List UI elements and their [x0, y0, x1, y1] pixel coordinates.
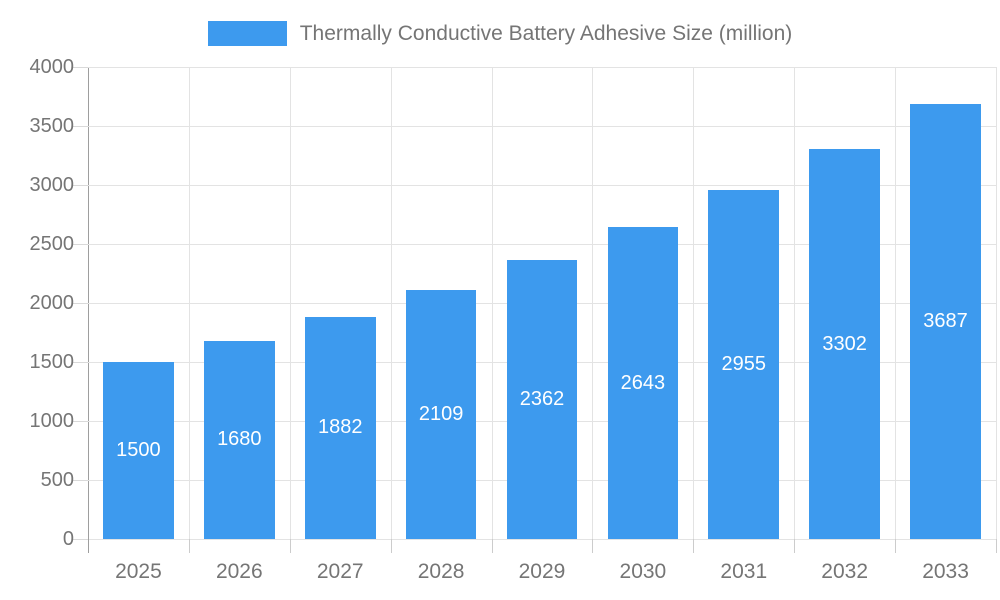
- y-axis-tick: [73, 421, 88, 422]
- y-axis-tick: [73, 480, 88, 481]
- bar-2030[interactable]: 2643: [607, 227, 679, 539]
- legend-label: Thermally Conductive Battery Adhesive Si…: [299, 21, 793, 45]
- y-tick-label: 3000: [29, 174, 75, 196]
- bar-2029[interactable]: 2362: [506, 260, 578, 539]
- y-tick-label: 2500: [29, 233, 75, 255]
- x-axis-tick: [895, 539, 897, 553]
- bar-value-label: 2109: [418, 403, 464, 426]
- y-axis-tick: [73, 303, 88, 304]
- v-gridline: [794, 67, 796, 539]
- y-axis-tick: [73, 67, 88, 68]
- bar-value-label: 1680: [217, 428, 262, 451]
- bar-value-label: 3687: [923, 309, 968, 332]
- x-axis-tick: [592, 539, 594, 553]
- plot-area: 1500 1680 1882 2109 2362 2643 2955 3302 3687: [73, 67, 997, 553]
- y-tick-label: 3500: [29, 115, 75, 137]
- h-gridline: [88, 244, 996, 245]
- x-tick-label: 2025: [115, 560, 162, 583]
- y-axis-tick: [73, 126, 88, 127]
- bar-2032[interactable]: 3302: [809, 149, 880, 539]
- y-axis-tick: [73, 362, 88, 363]
- y-tick-label: 4000: [29, 56, 75, 78]
- v-gridline: [592, 67, 594, 539]
- x-axis-tick: [390, 539, 392, 553]
- v-gridline: [996, 67, 997, 539]
- bar-2026[interactable]: 1680: [204, 340, 275, 539]
- v-gridline: [188, 67, 190, 539]
- x-axis-tick: [491, 539, 493, 553]
- x-axis-tick: [794, 539, 796, 553]
- y-axis-tick: [73, 539, 88, 540]
- bar-2027[interactable]: 1882: [304, 316, 376, 539]
- h-gridline: [88, 185, 996, 186]
- legend[interactable]: Thermally Conductive Battery Adhesive Si…: [0, 21, 1000, 46]
- bar-value-label: 2362: [519, 388, 565, 411]
- x-tick-label: 2032: [821, 560, 869, 583]
- bar-value-label: 1500: [116, 439, 161, 461]
- x-tick-label: 2028: [417, 560, 465, 583]
- x-axis-tick: [188, 539, 190, 553]
- y-tick-label: 1000: [29, 410, 75, 432]
- bar-value-label: 1882: [317, 416, 363, 439]
- x-axis-tick: [996, 539, 997, 553]
- x-tick-label: 2026: [215, 560, 263, 583]
- v-gridline: [895, 67, 897, 539]
- bar-value-label: 2955: [721, 353, 767, 376]
- h-gridline: [88, 539, 996, 540]
- bar-value-label: 3302: [822, 332, 867, 355]
- bar-2028[interactable]: 2109: [405, 290, 477, 539]
- bar-2033[interactable]: 3687: [910, 103, 981, 539]
- v-gridline: [289, 67, 291, 539]
- x-tick-label: 2031: [720, 560, 768, 583]
- y-tick-label: 2000: [29, 292, 75, 314]
- v-gridline: [693, 67, 695, 539]
- bar-value-label: 2643: [620, 371, 666, 394]
- y-tick-label: 0: [62, 528, 74, 550]
- v-gridline: [491, 67, 493, 539]
- y-tick-label: 500: [40, 469, 74, 491]
- x-tick-label: 2029: [518, 560, 566, 583]
- x-axis-tick: [693, 539, 695, 553]
- x-tick-label: 2027: [316, 560, 364, 583]
- legend-swatch-icon: [207, 21, 287, 46]
- y-axis-tick: [73, 185, 88, 186]
- x-axis-tick: [88, 539, 89, 553]
- v-gridline: [390, 67, 392, 539]
- x-axis-tick: [289, 539, 291, 553]
- h-gridline: [88, 67, 996, 68]
- bar-2031[interactable]: 2955: [708, 190, 780, 539]
- h-gridline: [88, 126, 996, 127]
- x-tick-label: 2033: [922, 560, 969, 583]
- y-axis-tick: [73, 244, 88, 245]
- x-tick-label: 2030: [619, 560, 667, 583]
- bar-2025[interactable]: 1500: [103, 362, 174, 539]
- y-tick-label: 1500: [29, 351, 75, 373]
